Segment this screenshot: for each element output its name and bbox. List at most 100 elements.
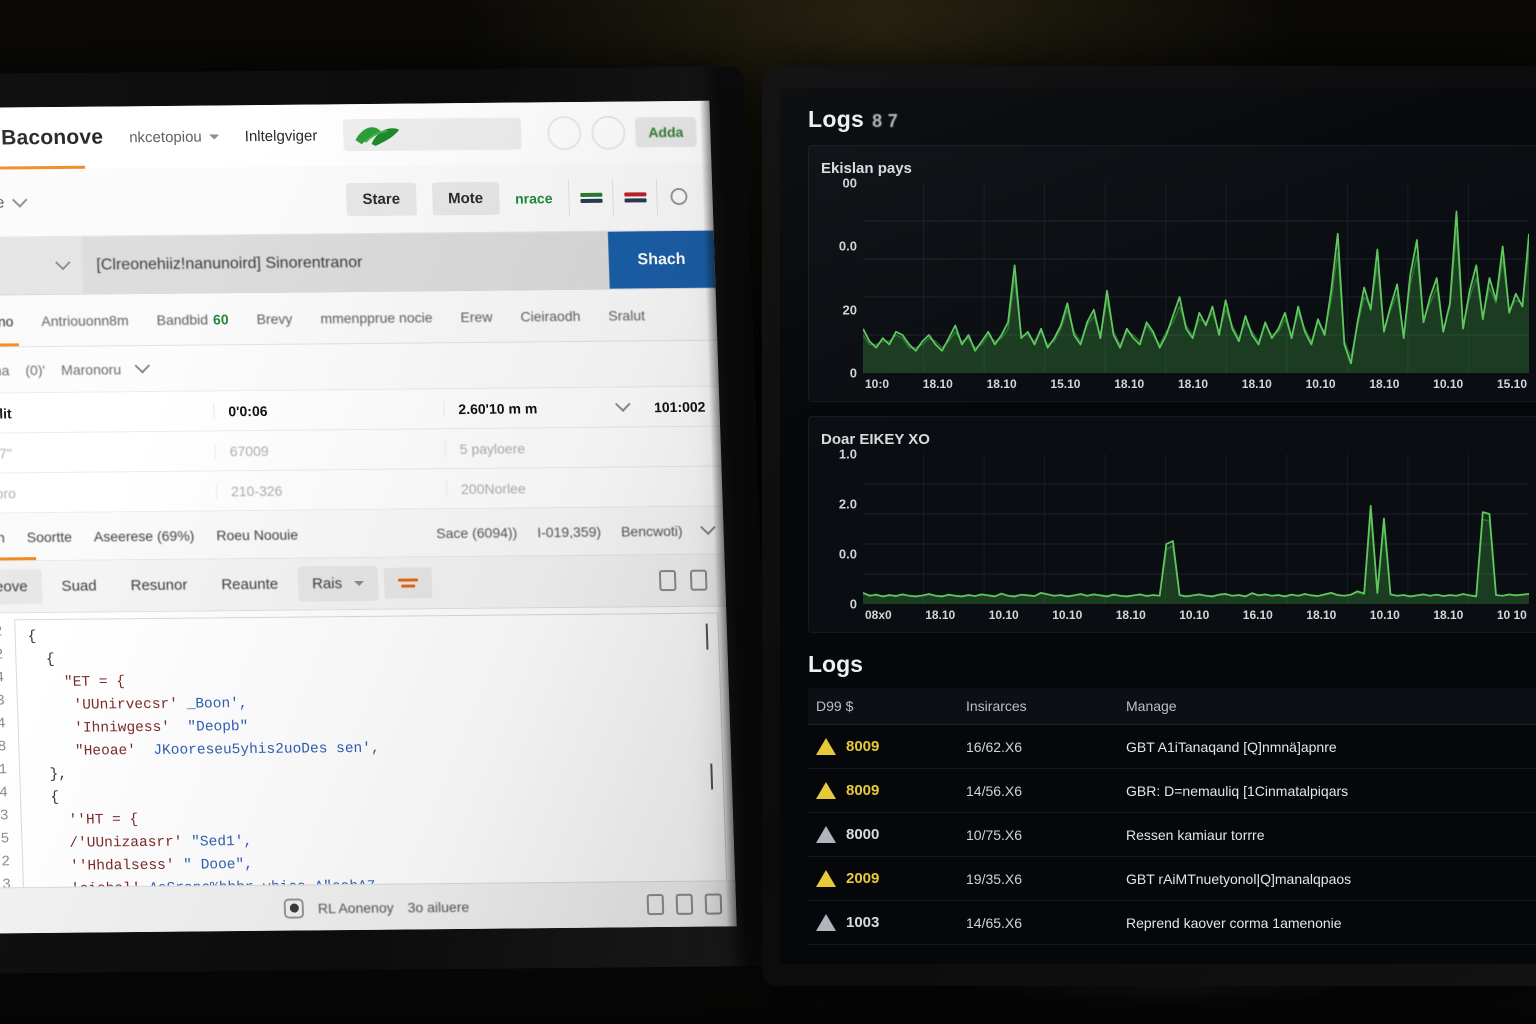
log-row[interactable]: 8009 16/62.X6 GBT A1iTanaqand [Q]nmnä]apnr…: [808, 725, 1536, 769]
filter-item-1[interactable]: Soortte: [26, 528, 73, 545]
search-submit-button[interactable]: Shach: [607, 230, 716, 289]
chart-1-svg: [863, 183, 1529, 373]
tab-label: Cieiraodh: [520, 307, 581, 325]
status-bar: RL Aonenoy 3o ailuere: [0, 880, 737, 934]
topbar-badge[interactable]: Adda: [634, 116, 697, 148]
action-reaunte-button[interactable]: Reaunte: [221, 575, 279, 594]
mote-button[interactable]: Mote: [431, 181, 500, 216]
x-axis-tick-label: 15.10: [1496, 377, 1527, 391]
cell-value-text: 2.60'10 m m: [458, 399, 538, 417]
chart-1-yaxis: 0 20 0.0 00: [821, 176, 863, 381]
tab-1[interactable]: Antriouonn8m: [27, 312, 143, 329]
status-record-label: RL Aonenoy: [317, 899, 394, 916]
code-line-number: 4: [0, 670, 5, 687]
code-content[interactable]: { { "ET = { 'UUnirvecsr' _Boon', 'Ihniwg…: [14, 612, 728, 912]
chart-panel-1[interactable]: Ekislan pays 0 20 0.0 00 10:0 18.10 18.10 15.1…: [808, 145, 1536, 402]
globe-icon[interactable]: [655, 178, 702, 215]
code-token: 'Ihniwgess': [30, 719, 171, 738]
x-axis-tick-label: 18.10: [1369, 377, 1400, 391]
subbar-item-1[interactable]: (0)': [25, 361, 46, 378]
cell-duration: 210-326: [215, 480, 447, 499]
log-message: Ressen kamiaur torrre: [1126, 826, 1265, 843]
filter-bar: aan Soortte Aseerese (69%) Roeu Noouie S…: [0, 506, 725, 562]
x-axis-tick-label: 15.10: [1050, 377, 1081, 391]
filter-active-underline: [0, 557, 37, 561]
log-row[interactable]: 8009 14/56.X6 GBR: D=nemauliq [1Cinmatalpi…: [808, 769, 1536, 813]
y-axis-tick-label: 20: [842, 302, 857, 318]
chart-2-svg: [863, 454, 1529, 604]
tab-label: Antriouonn8m: [41, 311, 129, 329]
tab-label: oono: [0, 312, 14, 330]
save-icon[interactable]: [675, 893, 694, 915]
trace-link[interactable]: nrace: [514, 189, 553, 207]
subbar-item-2[interactable]: Maronoru: [60, 360, 122, 378]
action-eove-button[interactable]: eove: [0, 569, 43, 605]
chart-1-plot: 10:0 18.10 18.10 15.10 18.10 18.10 18.10 10.10 1…: [863, 183, 1529, 391]
action-suad-button[interactable]: Suad: [61, 577, 97, 595]
bell-circle-icon[interactable]: [590, 115, 626, 150]
rais-select[interactable]: Rais: [297, 565, 379, 602]
y-axis-tick-label: 1.0: [838, 446, 857, 462]
subbar-item-0[interactable]: wona: [0, 361, 10, 379]
section-dropdown[interactable]: nore: [0, 192, 28, 212]
code-line-number: 3: [0, 808, 9, 825]
chart-1-title: Ekislan pays: [821, 160, 912, 177]
filter-item-0[interactable]: aan: [0, 528, 6, 546]
tab-3[interactable]: Brevy: [242, 310, 306, 327]
code-token: /'UUnizaasrr': [34, 834, 183, 853]
topbar-actions: Adda: [546, 115, 697, 151]
tab-label: Brevy: [256, 310, 293, 327]
app-secondary-bar: nore Stare Mote nrace: [0, 162, 714, 238]
info-triangle-icon: [816, 914, 836, 931]
log-code: 2009: [846, 870, 880, 887]
chart-2-plot: 08x0 18.10 10.10 10.10 18.10 10.10 16.10 18.10 1…: [863, 454, 1529, 622]
tab-0[interactable]: oono: [0, 313, 28, 330]
active-tab-underline: [0, 343, 20, 347]
x-axis-tick-label: 08x0: [865, 608, 892, 622]
log-instances: 14/56.X6: [966, 782, 1023, 799]
filter-item-3[interactable]: Roeu Noouie: [216, 526, 299, 543]
x-axis-tick-label: 10.10: [1369, 608, 1400, 622]
log-row[interactable]: 8000 10/75.X6 Ressen kamiaur torrre: [808, 813, 1536, 857]
save-icon[interactable]: [689, 569, 708, 591]
dashboard-title: Logs 8 7: [780, 88, 1536, 145]
log-severity-cell: 2009: [816, 870, 966, 887]
export-icon[interactable]: [704, 893, 723, 915]
user-circle-icon[interactable]: [546, 115, 582, 151]
battery-icon[interactable]: [646, 893, 665, 916]
log-row[interactable]: 2009 19/35.X6 GBT rAiMTnuetyonol|Q]manalqp…: [808, 857, 1536, 901]
topbar-search-input[interactable]: [342, 117, 522, 152]
cell-name: Moro: [0, 484, 17, 502]
dashboard-title-text: Logs: [808, 106, 865, 132]
search-scope-select[interactable]: 1'9: [0, 237, 83, 295]
filter-lines-icon[interactable]: [383, 567, 433, 599]
chart-panel-2[interactable]: Doar EIKEY XO 0 0.0 2.0 1.0 08x0 18.10 10.10 1…: [808, 416, 1536, 633]
action-resunor-button[interactable]: Resunor: [130, 576, 188, 595]
chevron-down-icon: [11, 192, 28, 208]
store-button[interactable]: Stare: [345, 182, 417, 217]
green-swatch-icon[interactable]: [567, 179, 614, 216]
log-severity-cell: 8009: [816, 738, 966, 755]
record-dot-icon[interactable]: [283, 897, 305, 919]
code-line-number: 2: [0, 624, 3, 641]
copy-icon[interactable]: [658, 569, 677, 592]
nav-dropdown[interactable]: nkcetopiou: [129, 128, 219, 146]
tab-7[interactable]: Sralut: [594, 307, 659, 324]
log-row[interactable]: 1003 14/65.X6 Reprend kaover corma 1amenon…: [808, 901, 1536, 945]
brand[interactable]: Baconove: [0, 126, 104, 151]
tab-4[interactable]: mmenpprue nocie: [306, 309, 447, 326]
filter-item-2[interactable]: Aseerese (69%): [93, 527, 195, 545]
tab-2[interactable]: Bandbid 60: [142, 311, 243, 328]
x-axis-tick-label: 16.10: [1242, 608, 1273, 622]
tab-6[interactable]: Cieiraodh: [506, 307, 594, 324]
red-swatch-icon[interactable]: [611, 178, 658, 216]
log-message: GBT rAiMTnuetyonol|Q]manalqpaos: [1126, 870, 1352, 887]
log-severity-cell: 8000: [816, 826, 966, 843]
tab-5[interactable]: Erew: [446, 308, 506, 325]
cell-value: 5 payloere: [444, 438, 722, 457]
x-axis-tick-label: 18.10: [922, 377, 953, 391]
search-input[interactable]: [Clreonehiiz!nanunoird] Sinorentranor: [81, 231, 610, 294]
data-table: Enlit 0'0:06 2.60'10 m m 101:002 ) 17'' …: [0, 386, 723, 514]
left-screen: Baconove nkcetopiou Inltelgviger: [0, 100, 737, 934]
